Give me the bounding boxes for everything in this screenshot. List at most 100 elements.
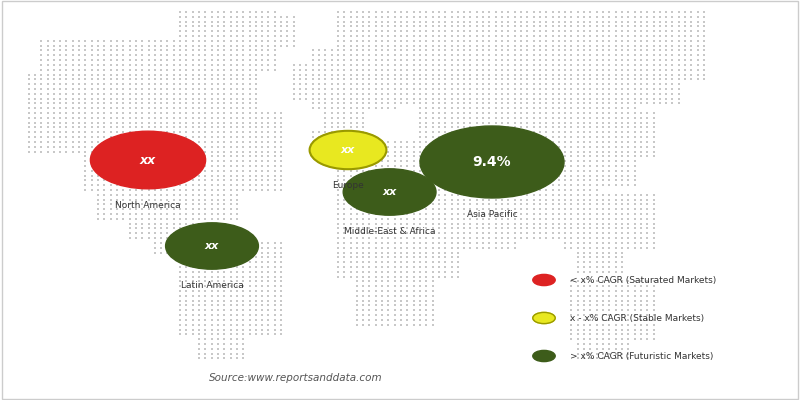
Point	[338, 57, 350, 63]
Point	[451, 23, 464, 30]
Point	[414, 57, 426, 63]
Point	[230, 278, 243, 285]
Point	[691, 76, 704, 82]
Point	[445, 28, 458, 34]
Point	[508, 230, 521, 236]
Point	[401, 288, 414, 294]
Point	[597, 220, 610, 227]
Point	[678, 47, 691, 54]
Point	[174, 317, 186, 323]
Point	[338, 196, 350, 203]
Point	[470, 244, 483, 251]
Point	[211, 283, 224, 290]
Point	[610, 66, 622, 73]
Point	[578, 124, 590, 131]
Point	[180, 120, 193, 126]
Point	[186, 153, 199, 160]
Point	[483, 81, 496, 87]
Point	[256, 120, 269, 126]
Point	[514, 23, 527, 30]
Point	[433, 66, 446, 73]
Point	[647, 47, 660, 54]
Point	[193, 153, 206, 160]
Point	[590, 278, 603, 285]
Point	[477, 86, 490, 92]
Point	[237, 322, 250, 328]
Point	[414, 76, 426, 82]
Point	[615, 90, 628, 97]
Point	[420, 95, 433, 102]
Point	[98, 134, 110, 140]
Point	[174, 163, 186, 169]
Point	[615, 95, 628, 102]
Point	[92, 129, 105, 136]
Point	[142, 187, 155, 193]
Point	[186, 288, 199, 294]
Point	[534, 86, 546, 92]
Point	[344, 225, 357, 232]
Point	[79, 124, 92, 131]
Point	[350, 254, 363, 260]
Point	[407, 192, 420, 198]
Point	[344, 187, 357, 193]
Point	[502, 196, 514, 203]
Point	[41, 47, 54, 54]
Point	[117, 139, 130, 145]
Point	[167, 134, 180, 140]
Point	[268, 293, 281, 299]
Point	[565, 86, 578, 92]
Point	[610, 71, 622, 78]
Point	[237, 134, 250, 140]
Point	[565, 225, 578, 232]
Point	[136, 230, 149, 236]
Point	[256, 264, 269, 270]
Point	[558, 182, 571, 188]
Circle shape	[90, 131, 206, 189]
Point	[546, 230, 559, 236]
Point	[647, 71, 660, 78]
Point	[123, 230, 136, 236]
Point	[458, 201, 470, 208]
Point	[666, 90, 679, 97]
Point	[287, 28, 300, 34]
Point	[464, 71, 477, 78]
Point	[464, 90, 477, 97]
Point	[565, 81, 578, 87]
Point	[237, 254, 250, 260]
Point	[578, 254, 590, 260]
Point	[426, 42, 439, 49]
Point	[458, 100, 470, 107]
Point	[458, 90, 470, 97]
Point	[363, 216, 376, 222]
Point	[426, 90, 439, 97]
Point	[237, 240, 250, 246]
Point	[344, 254, 357, 260]
Text: 9.4%: 9.4%	[473, 155, 511, 169]
Point	[237, 163, 250, 169]
Point	[47, 66, 60, 73]
Point	[666, 86, 679, 92]
Point	[218, 28, 230, 34]
Point	[420, 196, 433, 203]
Point	[672, 33, 685, 39]
Point	[382, 225, 395, 232]
Point	[262, 144, 275, 150]
Point	[313, 62, 326, 68]
Point	[344, 110, 357, 116]
Point	[451, 66, 464, 73]
Point	[634, 42, 647, 49]
Point	[268, 177, 281, 184]
Point	[678, 23, 691, 30]
Point	[553, 66, 566, 73]
Point	[578, 264, 590, 270]
Point	[647, 129, 660, 136]
Point	[350, 153, 363, 160]
Point	[206, 172, 218, 179]
Point	[363, 283, 376, 290]
Point	[167, 66, 180, 73]
Point	[426, 240, 439, 246]
Point	[262, 268, 275, 275]
Point	[193, 172, 206, 179]
Point	[180, 100, 193, 107]
Point	[218, 331, 230, 338]
